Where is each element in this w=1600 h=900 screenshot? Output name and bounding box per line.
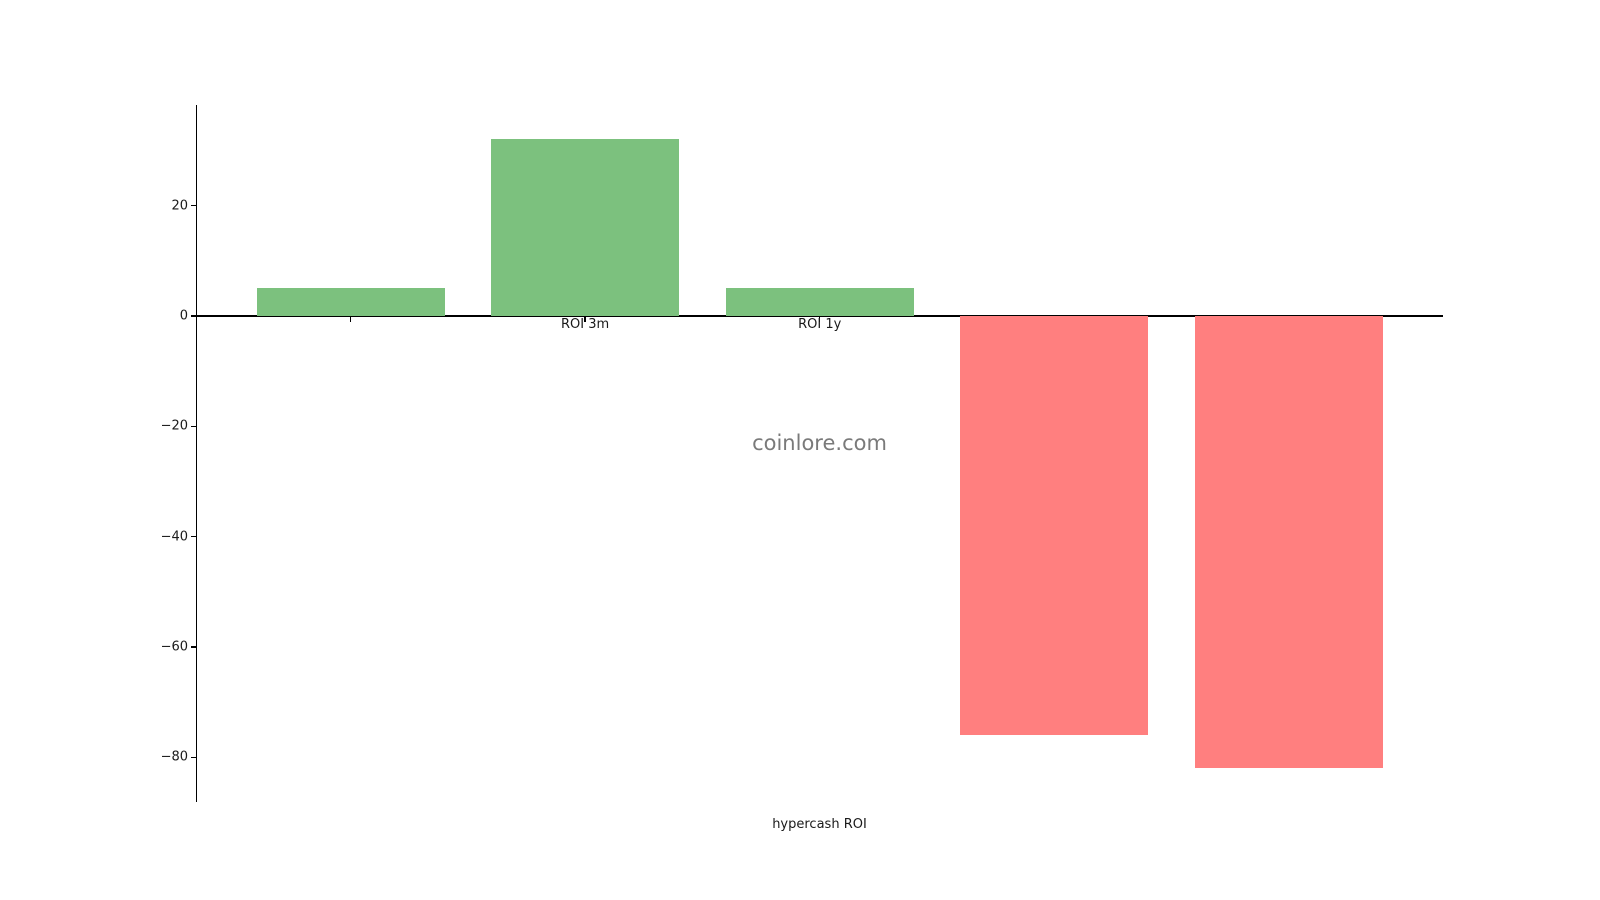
y-tick-mark [191,204,196,207]
y-tick-mark [191,425,196,427]
bar-2 [725,288,914,316]
bar-1 [491,139,680,316]
bar-4 [1194,316,1383,769]
y-tick-mark [191,756,196,758]
x-tick-mark [819,316,821,322]
x-tick-label: ROI 3m [561,317,610,332]
y-axis-spine [196,105,198,802]
x-axis-title: hypercash ROI [772,817,867,832]
x-tick-mark [584,316,586,322]
x-tick-mark [349,316,352,322]
y-tick-label: −20 [160,418,188,434]
y-tick-mark [191,315,196,317]
y-tick-label: −40 [160,529,188,545]
x-axis-zero-line [196,315,1443,317]
bar-3 [960,316,1149,736]
y-tick-label: −60 [160,639,188,655]
y-tick-mark [191,646,196,648]
y-tick-label: −80 [160,749,188,765]
x-tick-label: ROI 1y [798,317,842,332]
y-tick-label: 0 [179,308,188,324]
watermark: coinlore.com [752,431,887,455]
bar-0 [256,288,445,316]
y-tick-mark [191,535,196,538]
y-tick-label: 20 [171,198,188,214]
